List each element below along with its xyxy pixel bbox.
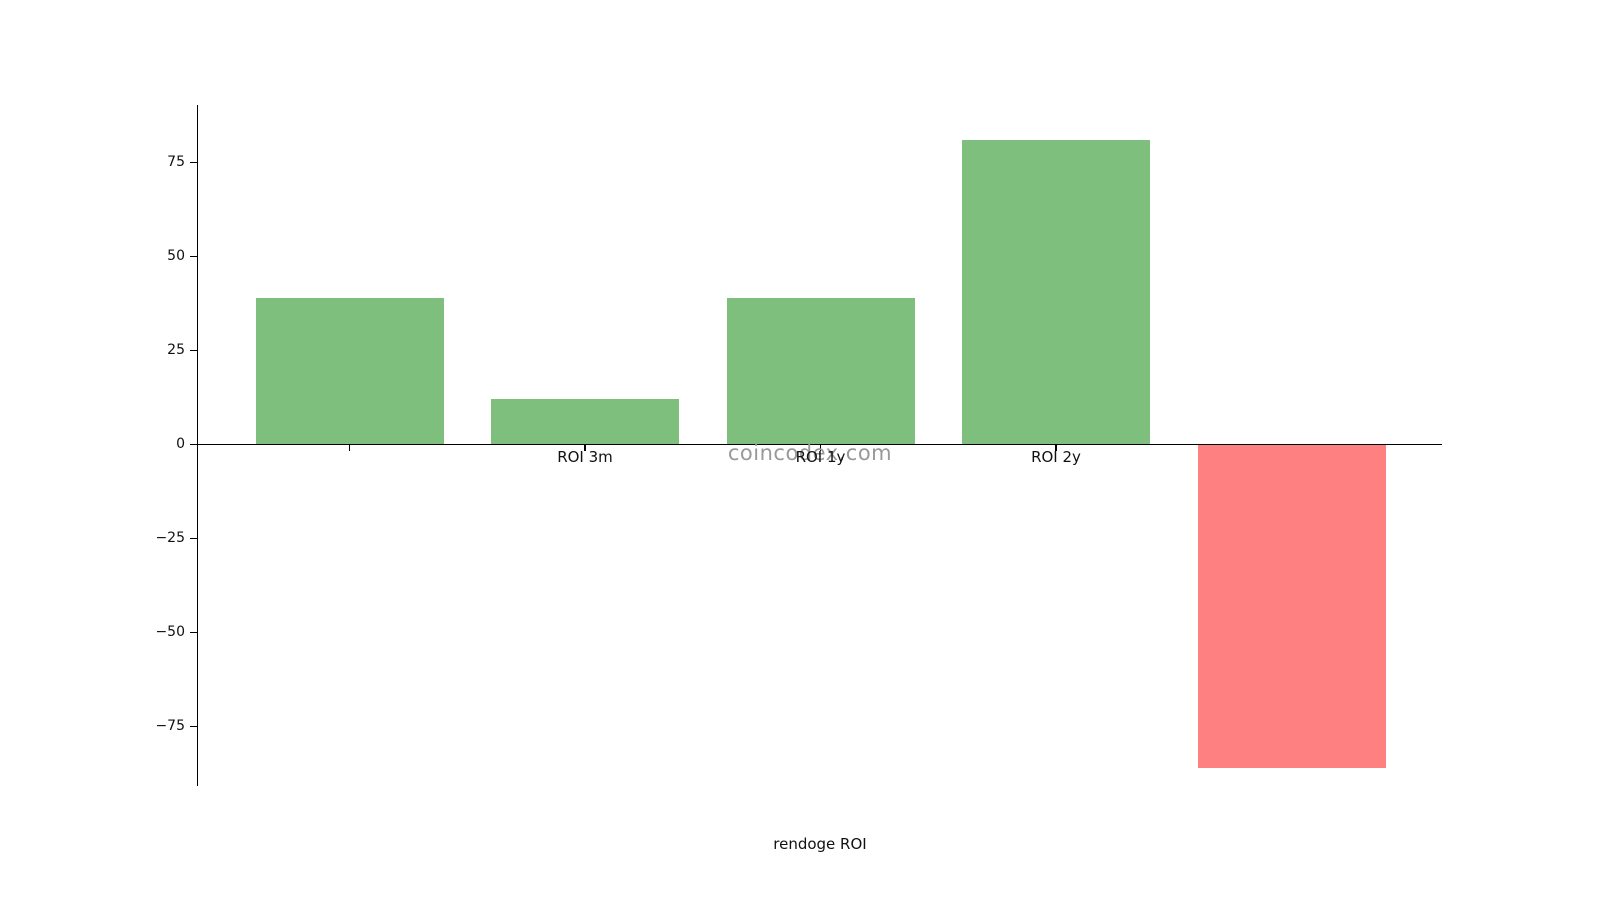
bar-roi-3m [491,399,679,445]
bar-series-4 [1197,444,1386,768]
chart-caption: rendoge ROI [773,835,867,853]
y-tick-label-25: 25 [167,342,185,359]
x-tick-label-roi-2y: ROI 2y [1031,448,1081,466]
y-tick--75 [189,725,197,728]
y-tick-label-75: 75 [167,154,185,171]
bar-roi-2y [962,139,1150,445]
y-tick-label--50: −50 [155,624,185,641]
y-tick-label--25: −25 [155,530,185,547]
y-tick-75 [189,161,197,164]
x-tick-2 [819,444,822,452]
y-tick-25 [189,349,197,352]
x-tick-1 [584,444,586,452]
bar-roi-1y [726,297,915,445]
y-tick-50 [189,255,197,258]
y-tick-label--75: −75 [155,718,185,735]
watermark-text: coincodex.com [727,441,893,465]
y-axis-spine [196,105,198,786]
x-axis-line [196,443,1442,446]
x-tick-3 [1055,444,1057,452]
y-tick-label-0: 0 [176,436,185,453]
y-tick-0 [189,443,197,446]
x-tick-0 [348,444,351,452]
x-tick-label-roi-1y: ROI 1y [795,448,846,466]
x-tick-label-roi-3m: ROI 3m [557,448,613,466]
y-tick-label-50: 50 [167,248,185,265]
bar-series-0 [255,297,444,445]
y-tick--25 [189,537,197,540]
y-tick--50 [189,631,197,634]
